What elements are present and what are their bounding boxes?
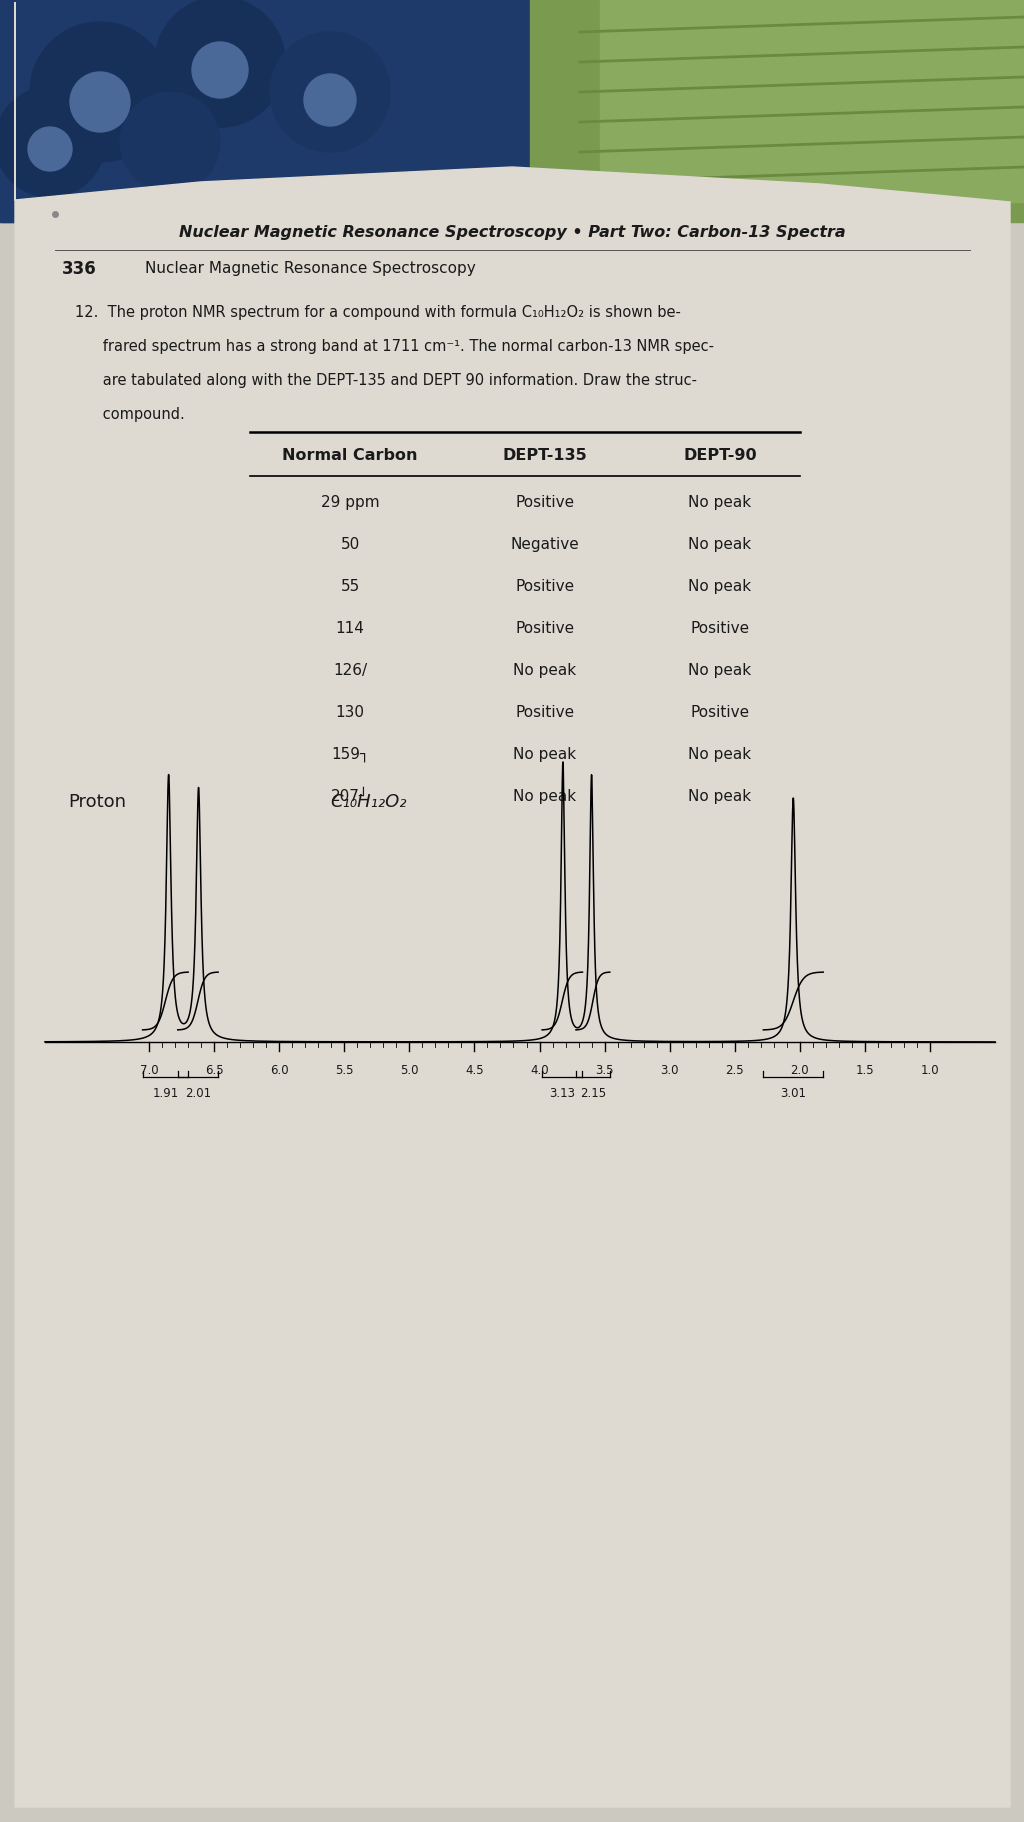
Text: 1.0: 1.0 xyxy=(921,1064,939,1077)
Text: Positive: Positive xyxy=(515,579,574,594)
Circle shape xyxy=(30,22,170,162)
Text: No peak: No peak xyxy=(688,789,752,804)
Text: Positive: Positive xyxy=(690,705,750,720)
Text: 12.  The proton NMR spectrum for a compound with formula C₁₀H₁₂O₂ is shown be-: 12. The proton NMR spectrum for a compou… xyxy=(75,304,681,319)
Text: 207┘: 207┘ xyxy=(331,789,369,804)
Text: 126/: 126/ xyxy=(333,663,367,678)
Text: frared spectrum has a strong band at 1711 cm⁻¹. The normal carbon-13 NMR spec-: frared spectrum has a strong band at 171… xyxy=(75,339,714,353)
Text: 3.13: 3.13 xyxy=(549,1088,575,1100)
Circle shape xyxy=(155,0,285,128)
Circle shape xyxy=(270,33,390,151)
Text: 3.0: 3.0 xyxy=(660,1064,679,1077)
Text: are tabulated along with the DEPT-135 and DEPT 90 information. Draw the struc-: are tabulated along with the DEPT-135 an… xyxy=(75,372,697,388)
Circle shape xyxy=(120,91,220,191)
Text: 3.5: 3.5 xyxy=(595,1064,613,1077)
Text: DEPT-90: DEPT-90 xyxy=(683,448,757,463)
Text: 5.5: 5.5 xyxy=(335,1064,353,1077)
Text: Positive: Positive xyxy=(690,621,750,636)
Text: 6.0: 6.0 xyxy=(270,1064,289,1077)
Text: Proton: Proton xyxy=(68,793,126,811)
Text: No peak: No peak xyxy=(688,663,752,678)
Circle shape xyxy=(193,42,248,98)
Text: 114: 114 xyxy=(336,621,365,636)
Text: 50: 50 xyxy=(340,536,359,552)
Text: 1.91: 1.91 xyxy=(153,1088,178,1100)
Text: No peak: No peak xyxy=(688,536,752,552)
Circle shape xyxy=(70,73,130,131)
Text: No peak: No peak xyxy=(513,663,577,678)
Text: Nuclear Magnetic Resonance Spectroscopy: Nuclear Magnetic Resonance Spectroscopy xyxy=(145,262,476,277)
Text: Positive: Positive xyxy=(515,621,574,636)
Text: No peak: No peak xyxy=(688,579,752,594)
Polygon shape xyxy=(15,2,1010,1807)
Bar xyxy=(0,0,580,222)
Text: No peak: No peak xyxy=(513,747,577,762)
Text: 6.5: 6.5 xyxy=(205,1064,223,1077)
Text: 5.0: 5.0 xyxy=(400,1064,419,1077)
Text: 2.01: 2.01 xyxy=(185,1088,212,1100)
Text: 2.0: 2.0 xyxy=(791,1064,809,1077)
Text: DEPT-135: DEPT-135 xyxy=(503,448,588,463)
Text: Negative: Negative xyxy=(511,536,580,552)
Text: Positive: Positive xyxy=(515,494,574,510)
Text: 55: 55 xyxy=(340,579,359,594)
Bar xyxy=(0,0,560,222)
Text: 7.0: 7.0 xyxy=(140,1064,159,1077)
Text: 29 ppm: 29 ppm xyxy=(321,494,379,510)
Circle shape xyxy=(0,87,105,197)
Text: Positive: Positive xyxy=(515,705,574,720)
Circle shape xyxy=(28,128,72,171)
Text: compound.: compound. xyxy=(75,406,184,421)
Bar xyxy=(600,0,1024,202)
Text: C₁₀H₁₂O₂: C₁₀H₁₂O₂ xyxy=(330,793,407,811)
Text: No peak: No peak xyxy=(513,789,577,804)
Text: 130: 130 xyxy=(336,705,365,720)
Text: 159┐: 159┐ xyxy=(331,747,369,762)
Text: 2.15: 2.15 xyxy=(580,1088,606,1100)
Text: 4.5: 4.5 xyxy=(465,1064,483,1077)
Bar xyxy=(530,0,1024,222)
Text: Normal Carbon: Normal Carbon xyxy=(283,448,418,463)
Text: No peak: No peak xyxy=(688,494,752,510)
Text: Nuclear Magnetic Resonance Spectroscopy • Part Two: Carbon-13 Spectra: Nuclear Magnetic Resonance Spectroscopy … xyxy=(178,224,846,239)
Text: 3.01: 3.01 xyxy=(780,1088,806,1100)
Text: 1.5: 1.5 xyxy=(855,1064,874,1077)
Text: No peak: No peak xyxy=(688,747,752,762)
Text: 4.0: 4.0 xyxy=(530,1064,549,1077)
Text: 2.5: 2.5 xyxy=(725,1064,744,1077)
Text: 336: 336 xyxy=(62,261,96,279)
Circle shape xyxy=(304,75,356,126)
